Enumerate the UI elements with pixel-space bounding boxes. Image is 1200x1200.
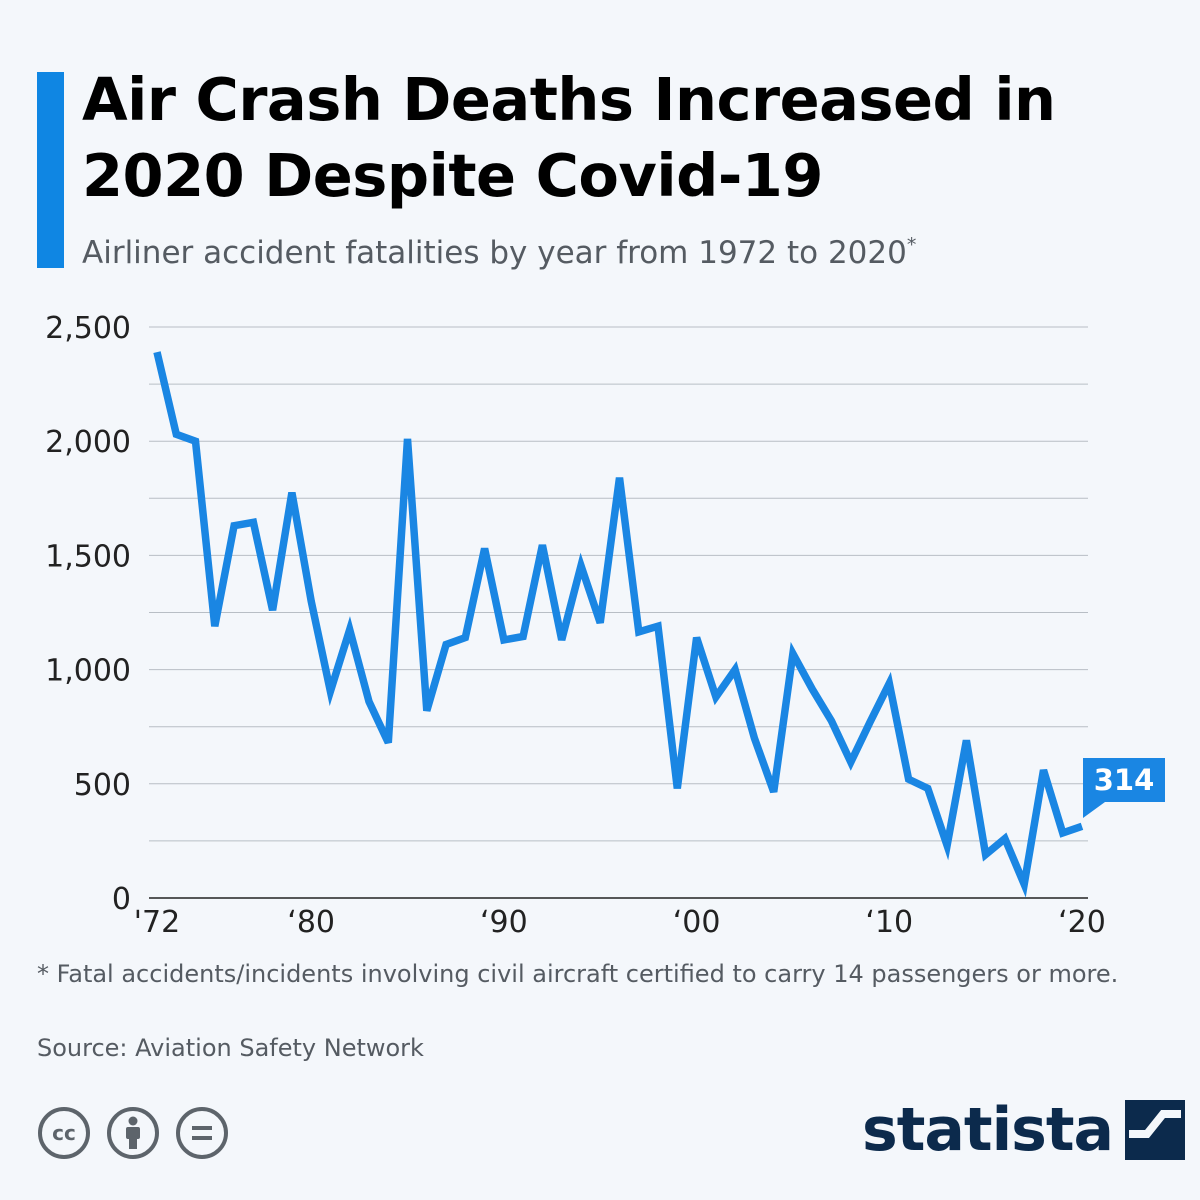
data-point [1060, 830, 1066, 836]
data-point [424, 708, 430, 714]
data-point [327, 688, 333, 694]
data-point [308, 598, 314, 604]
y-tick-label: 0 [112, 882, 131, 917]
license-icons: cc [37, 1106, 229, 1160]
data-point [925, 785, 931, 791]
callout-value-label: 314 [1094, 763, 1155, 797]
data-point [713, 694, 719, 700]
data-point [655, 623, 661, 629]
data-point [289, 490, 295, 496]
data-point [771, 789, 777, 795]
data-point [270, 607, 276, 613]
data-point [385, 740, 391, 746]
data-point [867, 719, 873, 725]
x-axis-labels: '72 ‘80 ‘90 ‘00 ‘10 ‘20 [134, 905, 1106, 940]
data-point [636, 629, 642, 635]
callout-box [1083, 758, 1165, 802]
data-point [848, 759, 854, 765]
data-point [366, 699, 372, 705]
x-tick-label: ‘20 [1058, 905, 1106, 940]
grid-lines [149, 326, 1088, 899]
x-tick-label: ‘10 [865, 905, 913, 940]
footnote: * Fatal accidents/incidents involving ci… [37, 960, 1119, 988]
y-tick-label: 1,000 [45, 654, 131, 689]
attribution-icon[interactable] [106, 1106, 160, 1160]
cc-icon[interactable]: cc [37, 1106, 91, 1160]
data-point [1079, 823, 1085, 829]
data-point [597, 620, 603, 626]
subtitle-footnote-marker: * [906, 234, 917, 256]
data-point [790, 651, 796, 657]
value-callout: 314 [1083, 758, 1165, 818]
data-point [193, 438, 199, 444]
series-layer [153, 349, 1085, 898]
data-point [944, 842, 950, 848]
data-point [809, 686, 815, 692]
data-point [231, 523, 237, 529]
svg-text:cc: cc [52, 1121, 76, 1145]
data-point [559, 637, 565, 643]
no-derivatives-icon[interactable] [175, 1106, 229, 1160]
data-point [443, 641, 449, 647]
data-point [983, 852, 989, 858]
data-point [520, 633, 526, 639]
data-point [405, 436, 411, 442]
data-point [694, 635, 700, 641]
data-point [212, 623, 218, 629]
source-note: Source: Aviation Safety Network [37, 1034, 424, 1062]
y-tick-label: 2,000 [45, 425, 131, 460]
y-tick-label: 500 [74, 768, 131, 803]
data-point [674, 785, 680, 791]
data-point [1040, 767, 1046, 773]
x-tick-label: ‘90 [480, 905, 528, 940]
data-point [906, 776, 912, 782]
data-point [751, 735, 757, 741]
y-tick-label: 2,500 [45, 311, 131, 346]
y-tick-label: 1,500 [45, 539, 131, 574]
data-point [1021, 881, 1027, 887]
data-point [347, 627, 353, 633]
data-point [828, 718, 834, 724]
data-point [501, 637, 507, 643]
x-tick-label: '72 [134, 905, 180, 940]
subtitle-text: Airliner accident fatalities by year fro… [82, 235, 907, 271]
x-tick-label: ‘00 [673, 905, 721, 940]
data-point [617, 475, 623, 481]
data-point [250, 519, 256, 525]
data-point [173, 431, 179, 437]
statista-mark-icon [1125, 1100, 1186, 1160]
data-point [732, 667, 738, 673]
chart-title: Air Crash Deaths Increased in 2020 Despi… [82, 65, 1056, 210]
data-point [482, 546, 488, 552]
statista-logo[interactable]: statista [862, 1090, 1186, 1170]
series-line-fatalities [153, 351, 1084, 898]
chart-subtitle: Airliner accident fatalities by year fro… [82, 234, 1162, 271]
x-tick-label: ‘80 [287, 905, 335, 940]
y-axis-labels: 0 500 1,000 1,500 2,000 2,500 [45, 311, 131, 917]
title-accent-bar [37, 72, 64, 268]
data-point [154, 349, 160, 355]
data-point [1002, 836, 1008, 842]
data-point [539, 542, 545, 548]
data-point [886, 680, 892, 686]
data-point [963, 737, 969, 743]
data-point [462, 635, 468, 641]
brand-wordmark: statista [862, 1095, 1114, 1165]
data-point [578, 563, 584, 569]
